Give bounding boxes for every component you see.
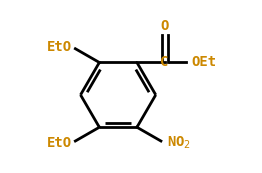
Text: NO$_2$: NO$_2$ [167, 135, 191, 151]
Text: EtO: EtO [47, 136, 72, 150]
Text: EtO: EtO [47, 40, 72, 54]
Text: O: O [160, 19, 169, 33]
Text: OEt: OEt [192, 56, 217, 70]
Text: C: C [160, 56, 169, 70]
